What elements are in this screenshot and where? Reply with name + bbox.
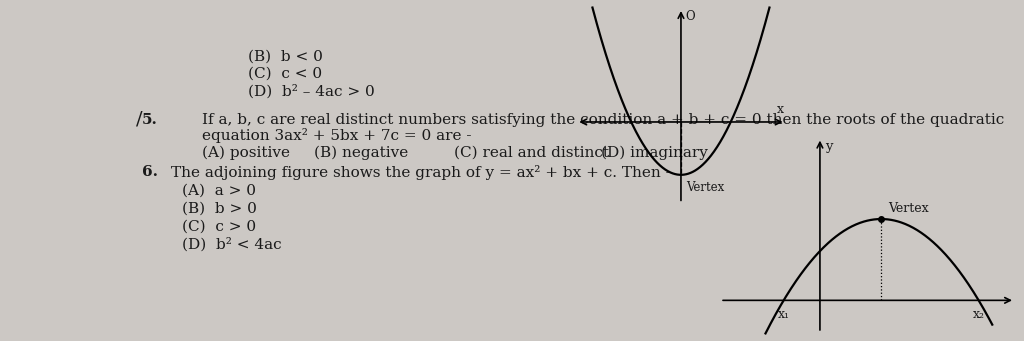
- Text: (D)  b² < 4ac: (D) b² < 4ac: [182, 237, 282, 252]
- Text: y: y: [825, 140, 833, 153]
- Text: (C)  c < 0: (C) c < 0: [248, 66, 323, 80]
- Text: Vertex: Vertex: [888, 202, 929, 215]
- Text: 5.: 5.: [142, 113, 158, 127]
- Text: x₂: x₂: [973, 308, 985, 321]
- Text: x: x: [776, 103, 783, 116]
- Text: O: O: [686, 10, 695, 23]
- Text: If a, b, c are real distinct numbers satisfying the condition a + b + c = 0 then: If a, b, c are real distinct numbers sat…: [202, 113, 1004, 127]
- Text: (B)  b < 0: (B) b < 0: [248, 49, 323, 63]
- Text: Vertex: Vertex: [686, 181, 724, 194]
- Text: (B)  b > 0: (B) b > 0: [182, 202, 257, 216]
- Text: /: /: [136, 111, 142, 129]
- Text: (D) imaginary: (D) imaginary: [601, 146, 708, 160]
- Text: equation 3ax² + 5bx + 7c = 0 are -: equation 3ax² + 5bx + 7c = 0 are -: [202, 128, 471, 143]
- Text: (C) real and distinct: (C) real and distinct: [454, 146, 608, 160]
- Text: (C)  c > 0: (C) c > 0: [182, 220, 256, 234]
- Text: x₁: x₁: [777, 308, 790, 321]
- Text: 6.: 6.: [142, 165, 158, 179]
- Text: (A) positive: (A) positive: [202, 146, 290, 160]
- Text: (D)  b² – 4ac > 0: (D) b² – 4ac > 0: [248, 84, 375, 99]
- Text: The adjoining figure shows the graph of y = ax² + bx + c. Then -: The adjoining figure shows the graph of …: [171, 165, 671, 180]
- Text: (A)  a > 0: (A) a > 0: [182, 184, 256, 198]
- Text: (B) negative: (B) negative: [314, 146, 409, 160]
